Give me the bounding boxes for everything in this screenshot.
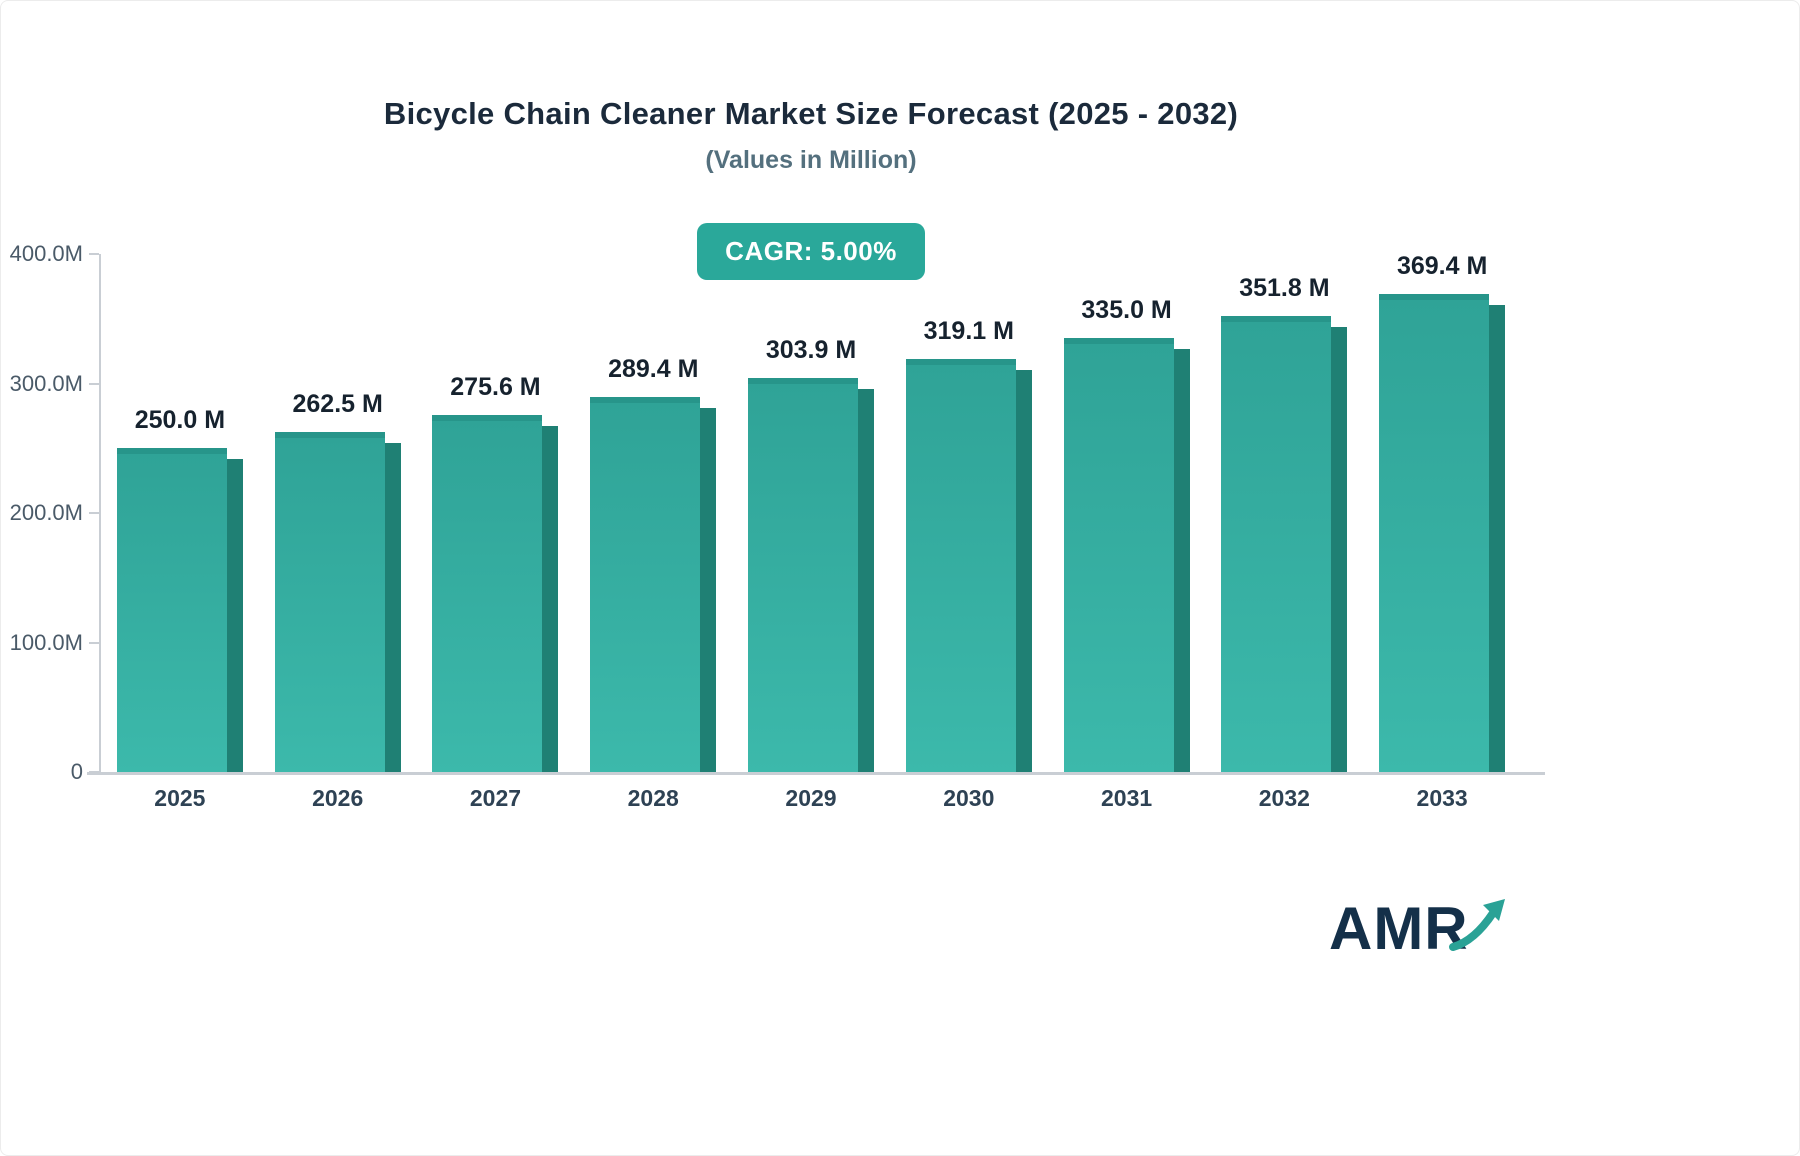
trend-arrow-icon xyxy=(1448,898,1505,951)
bar-side-shadow xyxy=(700,408,717,772)
y-axis-line xyxy=(99,254,101,772)
chart-title: Bicycle Chain Cleaner Market Size Foreca… xyxy=(383,96,1239,131)
bar-side-shadow xyxy=(1173,349,1190,772)
y-axis-tick-mark xyxy=(89,382,99,385)
x-axis-year-label: 2030 xyxy=(943,785,995,811)
bar: 250.0 M xyxy=(116,406,243,772)
bar-face xyxy=(748,378,859,772)
bar-side-shadow xyxy=(1331,327,1348,772)
bar-value-label: 250.0 M xyxy=(134,406,226,435)
bar: 275.6 M xyxy=(432,373,559,772)
bar-value-label: 262.5 M xyxy=(292,390,383,419)
bar-value-label: 275.6 M xyxy=(450,373,541,402)
y-axis-tick-mark xyxy=(89,771,99,773)
chart-subtitle: (Values in Million) xyxy=(705,146,917,174)
bar-side-shadow xyxy=(858,389,875,772)
bar-side-shadow xyxy=(1015,369,1032,772)
y-axis-tick-mark xyxy=(89,253,99,255)
bars-container: 250.0 M 262.5 M 275.6 M 289.4 M 303.9 M 319.1… xyxy=(101,252,1521,772)
plot-area: 250.0 M 262.5 M 275.6 M 289.4 M 303.9 M 319.1… xyxy=(87,252,1545,775)
bar-group: 351.8 M xyxy=(1205,254,1363,772)
bar-group: 289.4 M xyxy=(574,254,732,772)
bar-side-shadow xyxy=(542,426,559,772)
chart-header: Bicycle Chain Cleaner Market Size Foreca… xyxy=(1,96,1621,175)
bar-group: 303.9 M xyxy=(732,254,890,772)
bar-value-label: 303.9 M xyxy=(765,336,857,365)
bar-face xyxy=(274,432,385,772)
x-axis-year-label: 2025 xyxy=(154,785,206,811)
cagr-badge-wrap: CAGR: 5.00% xyxy=(1,223,1621,280)
y-axis-tick-label: 0 xyxy=(70,759,83,784)
bar-group: 275.6 M xyxy=(417,254,575,772)
logo-text: AMR xyxy=(1329,895,1469,962)
bar: 319.1 M xyxy=(905,317,1032,772)
x-axis-year-label: 2027 xyxy=(469,785,522,811)
bar-value-label: 319.1 M xyxy=(923,316,1014,345)
bar-face xyxy=(116,448,227,772)
y-axis-tick-label: 300.0M xyxy=(9,370,83,396)
x-axis-year-label: 2026 xyxy=(312,785,364,811)
bar-face xyxy=(1063,338,1174,772)
bar-group: 319.1 M xyxy=(890,254,1048,772)
bar-side-shadow xyxy=(226,459,243,772)
y-axis-tick-mark xyxy=(89,512,99,514)
bar: 262.5 M xyxy=(274,390,401,772)
bar-value-label: 369.4 M xyxy=(1396,251,1488,280)
bar-group: 250.0 M xyxy=(101,254,259,772)
x-axis-line xyxy=(87,772,1545,775)
bar: 335.0 M xyxy=(1063,296,1190,772)
bar-side-shadow xyxy=(384,443,401,772)
bar-face xyxy=(432,415,543,772)
x-axis-year-label: 2029 xyxy=(785,785,837,811)
y-axis-tick-mark xyxy=(89,641,99,644)
bar-group: 335.0 M xyxy=(1048,254,1206,772)
bar: 289.4 M xyxy=(590,355,717,772)
x-axis-year-label: 2028 xyxy=(627,785,679,811)
bar: 369.4 M xyxy=(1379,252,1506,772)
bar-face xyxy=(1221,316,1332,772)
cagr-badge: CAGR: 5.00% xyxy=(697,223,925,280)
bar-side-shadow xyxy=(1489,304,1506,772)
y-axis-tick-label: 200.0M xyxy=(9,500,83,525)
x-axis-year-label: 2032 xyxy=(1258,785,1310,811)
y-axis-tick-label: 400.0M xyxy=(9,241,83,266)
x-axis-year-label: 2031 xyxy=(1100,785,1153,811)
bar-group: 262.5 M xyxy=(259,254,417,772)
x-axis-year-label: 2033 xyxy=(1416,785,1468,811)
bar-face xyxy=(590,397,701,772)
bar-face xyxy=(1379,293,1490,772)
bar: 351.8 M xyxy=(1221,274,1348,772)
bar-value-label: 335.0 M xyxy=(1081,296,1172,325)
bar-face xyxy=(905,358,1016,772)
y-axis-tick-label: 100.0M xyxy=(9,629,83,655)
amr-logo: AMR xyxy=(1329,894,1511,963)
y-axis-labels: 400.0M 300.0M 200.0M 100.0M 0 xyxy=(1,241,97,784)
bar-value-label: 351.8 M xyxy=(1239,274,1330,303)
bar-value-label: 289.4 M xyxy=(608,355,699,384)
bar-group: 369.4 M xyxy=(1363,252,1521,772)
bar: 303.9 M xyxy=(748,336,875,772)
x-axis-labels: 2025 2026 2027 2028 2029 2030 2031 2032 2033 xyxy=(101,785,1521,812)
